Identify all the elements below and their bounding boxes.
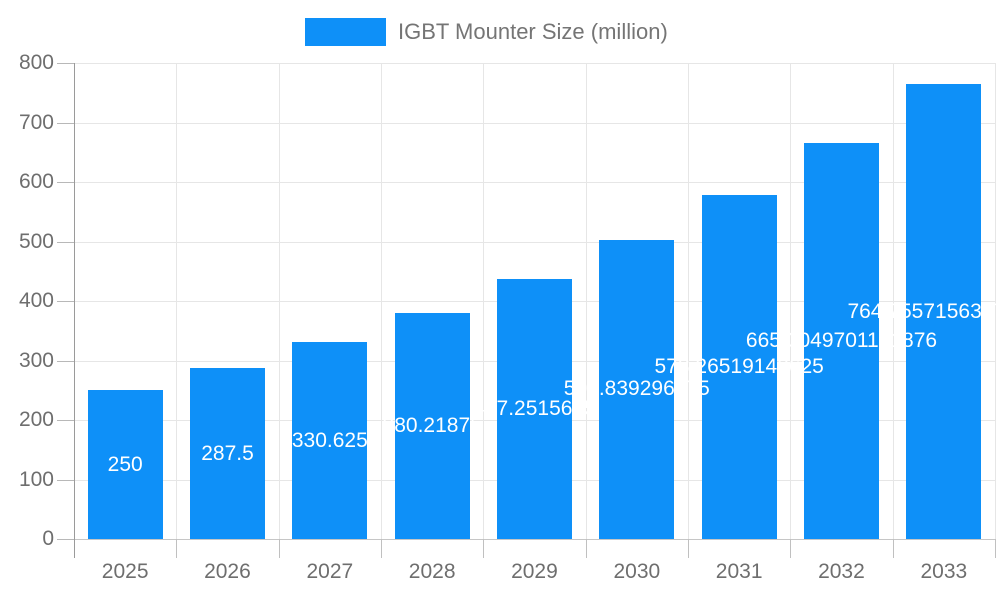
bar-2031[interactable] [701,194,777,539]
x-tick-mark-2 [279,539,280,558]
x-tick-label-2028: 2028 [408,560,456,583]
x-tick-label-2026: 2026 [204,560,251,583]
y-tick-label-0: 0 [42,527,54,550]
bar-2026[interactable] [190,367,265,539]
x-tick-label-2029: 2029 [511,560,558,583]
y-tick-label-800: 800 [18,51,54,74]
bar-value-label-2025: 250 [107,452,143,476]
legend-label[interactable]: IGBT Mounter Size (million) [398,19,668,44]
bar-value-label-2027: 330.625 [291,428,368,452]
bar-2028[interactable] [394,312,470,539]
bar-value-label-2031: 578.26519140625 [654,355,824,378]
bar-value-label-2029: 437.2515625 [473,396,596,420]
x-tick-mark-7 [790,539,791,558]
gridline-y-0 [74,539,995,540]
bar-value-label-2032: 665.0049701171876 [745,329,938,353]
gridline-x-1 [176,63,177,539]
x-tick-mark-6 [688,539,689,558]
y-tick-label-100: 100 [18,468,54,491]
y-tick-label-400: 400 [18,289,54,312]
gridline-y-500 [74,242,995,243]
gridline-x-7 [790,63,791,539]
bar-value-label-2028: 380.21875 [382,413,482,437]
x-tick-mark-1 [176,539,177,558]
y-tick-label-300: 300 [18,349,54,372]
x-tick-mark-5 [586,539,587,558]
y-tick-mark-600 [57,182,74,183]
gridline-x-8 [893,63,894,539]
gridline-x-6 [688,63,689,539]
x-tick-label-2032: 2032 [818,560,865,583]
bar-2025[interactable] [87,390,163,540]
bar-2033[interactable] [906,84,982,539]
gridline-x-4 [483,63,484,539]
y-tick-mark-500 [57,242,74,243]
x-tick-mark-8 [893,539,894,558]
gridline-x-5 [586,63,587,539]
x-tick-label-2030: 2030 [613,560,661,583]
y-tick-label-200: 200 [18,408,54,431]
bar-value-label-2033: 764.7557156347656 [847,299,1000,323]
y-tick-mark-400 [57,301,74,302]
y-tick-mark-100 [57,480,74,481]
bar-2032[interactable] [804,143,879,539]
y-tick-mark-300 [57,361,74,362]
y-axis-line [74,63,75,558]
legend-swatch[interactable] [305,18,386,46]
y-tick-mark-0 [57,539,74,540]
gridline-y-800 [74,63,995,64]
bar-value-label-2030: 502.839296875 [563,377,710,401]
y-tick-mark-700 [57,123,74,124]
gridline-y-600 [74,182,995,183]
gridline-x-9 [995,63,996,539]
x-tick-label-2027: 2027 [306,560,354,583]
gridline-x-2 [279,63,280,539]
bar-2030[interactable] [599,239,675,539]
y-tick-mark-200 [57,420,74,421]
x-tick-mark-4 [483,539,484,558]
gridline-y-700 [74,123,995,124]
x-tick-label-2025: 2025 [101,560,149,583]
y-tick-label-500: 500 [18,230,54,253]
y-tick-label-600: 600 [18,170,54,193]
bar-value-label-2026: 287.5 [201,441,254,465]
x-tick-label-2033: 2033 [920,560,968,583]
bar-2027[interactable] [292,342,368,539]
x-tick-label-2031: 2031 [715,560,763,583]
bar-2029[interactable] [497,278,572,539]
gridline-x-3 [381,63,382,539]
x-tick-mark-9 [995,539,996,558]
y-tick-label-700: 700 [18,111,54,134]
y-tick-mark-800 [57,63,74,64]
x-tick-mark-3 [381,539,382,558]
